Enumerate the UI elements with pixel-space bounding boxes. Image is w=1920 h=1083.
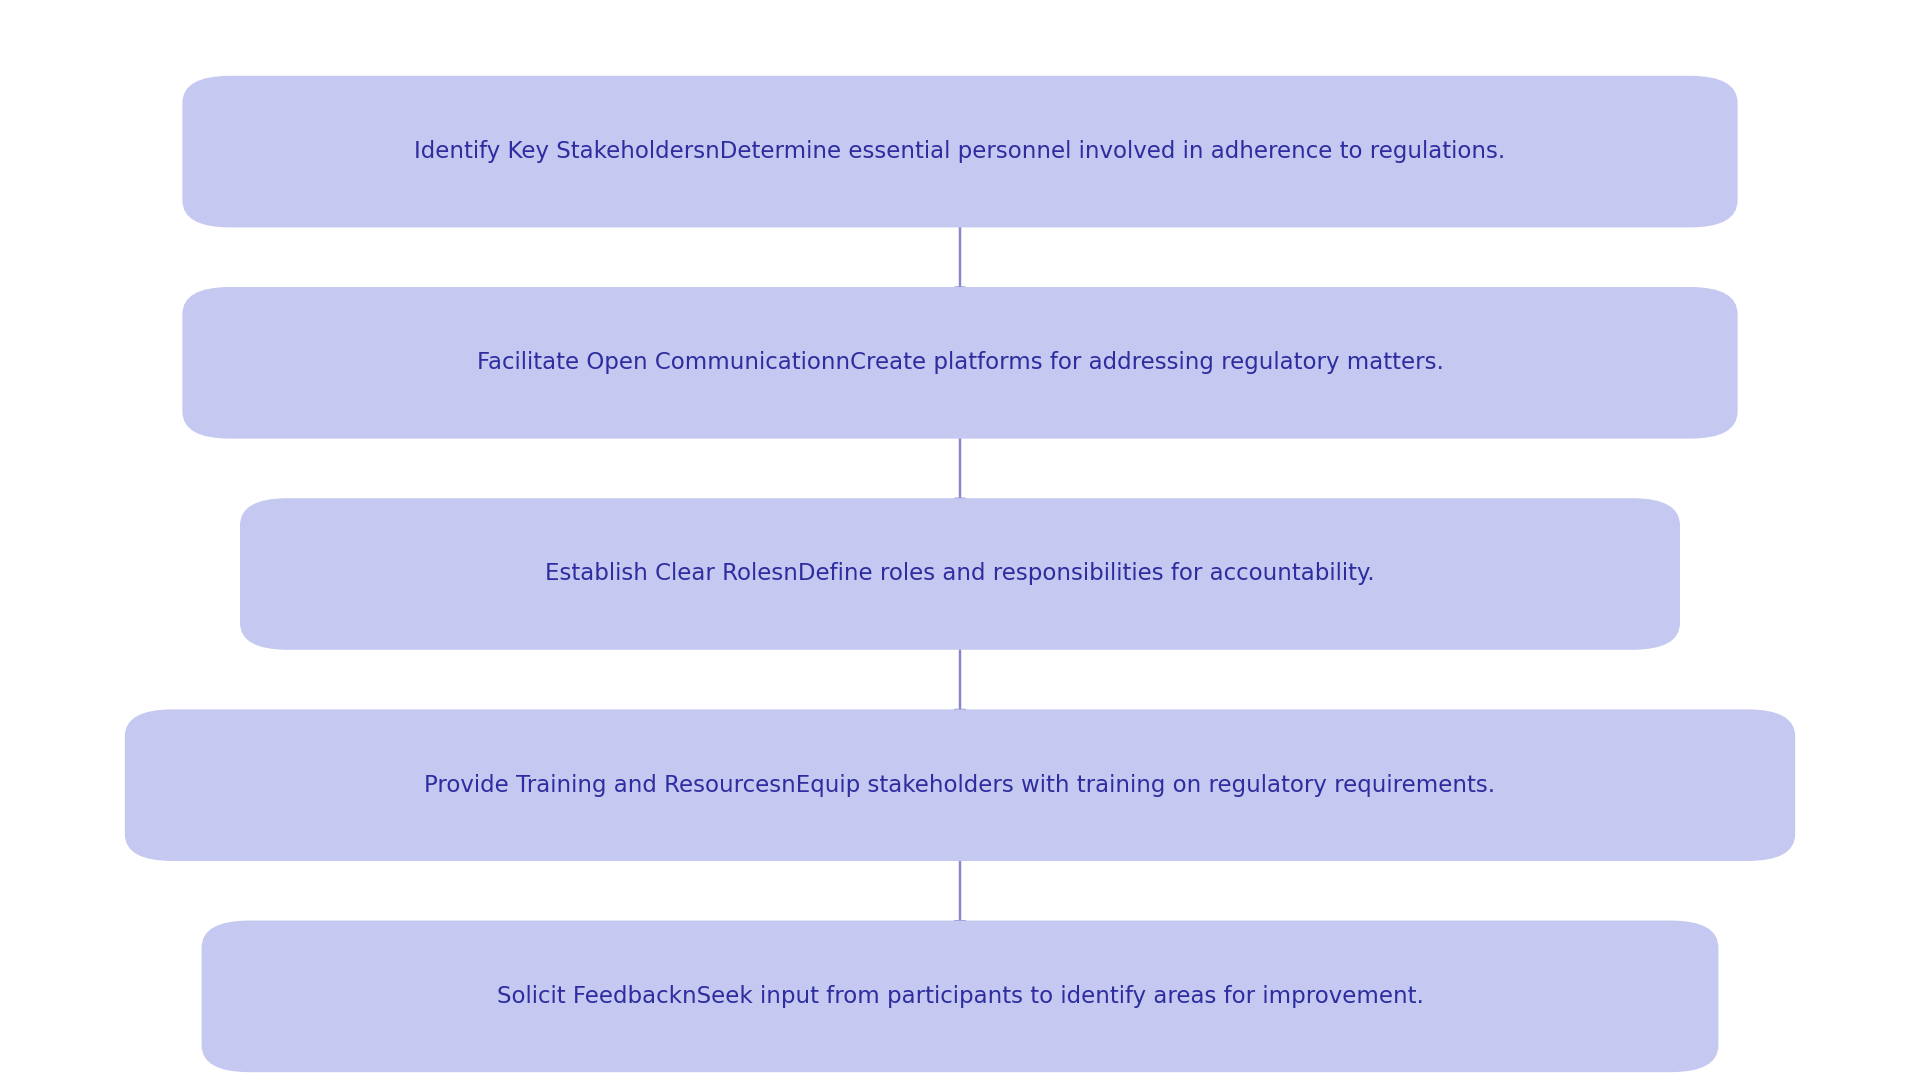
- Text: Facilitate Open CommunicationnCreate platforms for addressing regulatory matters: Facilitate Open CommunicationnCreate pla…: [476, 351, 1444, 375]
- FancyBboxPatch shape: [202, 921, 1718, 1072]
- FancyBboxPatch shape: [240, 498, 1680, 650]
- FancyBboxPatch shape: [182, 287, 1738, 439]
- Text: Establish Clear RolesnDefine roles and responsibilities for accountability.: Establish Clear RolesnDefine roles and r…: [545, 562, 1375, 586]
- FancyBboxPatch shape: [182, 76, 1738, 227]
- Text: Solicit FeedbacknSeek input from participants to identify areas for improvement.: Solicit FeedbacknSeek input from partici…: [497, 984, 1423, 1008]
- FancyBboxPatch shape: [125, 709, 1795, 861]
- Text: Identify Key StakeholdersnDetermine essential personnel involved in adherence to: Identify Key StakeholdersnDetermine esse…: [415, 140, 1505, 164]
- Text: Provide Training and ResourcesnEquip stakeholders with training on regulatory re: Provide Training and ResourcesnEquip sta…: [424, 773, 1496, 797]
